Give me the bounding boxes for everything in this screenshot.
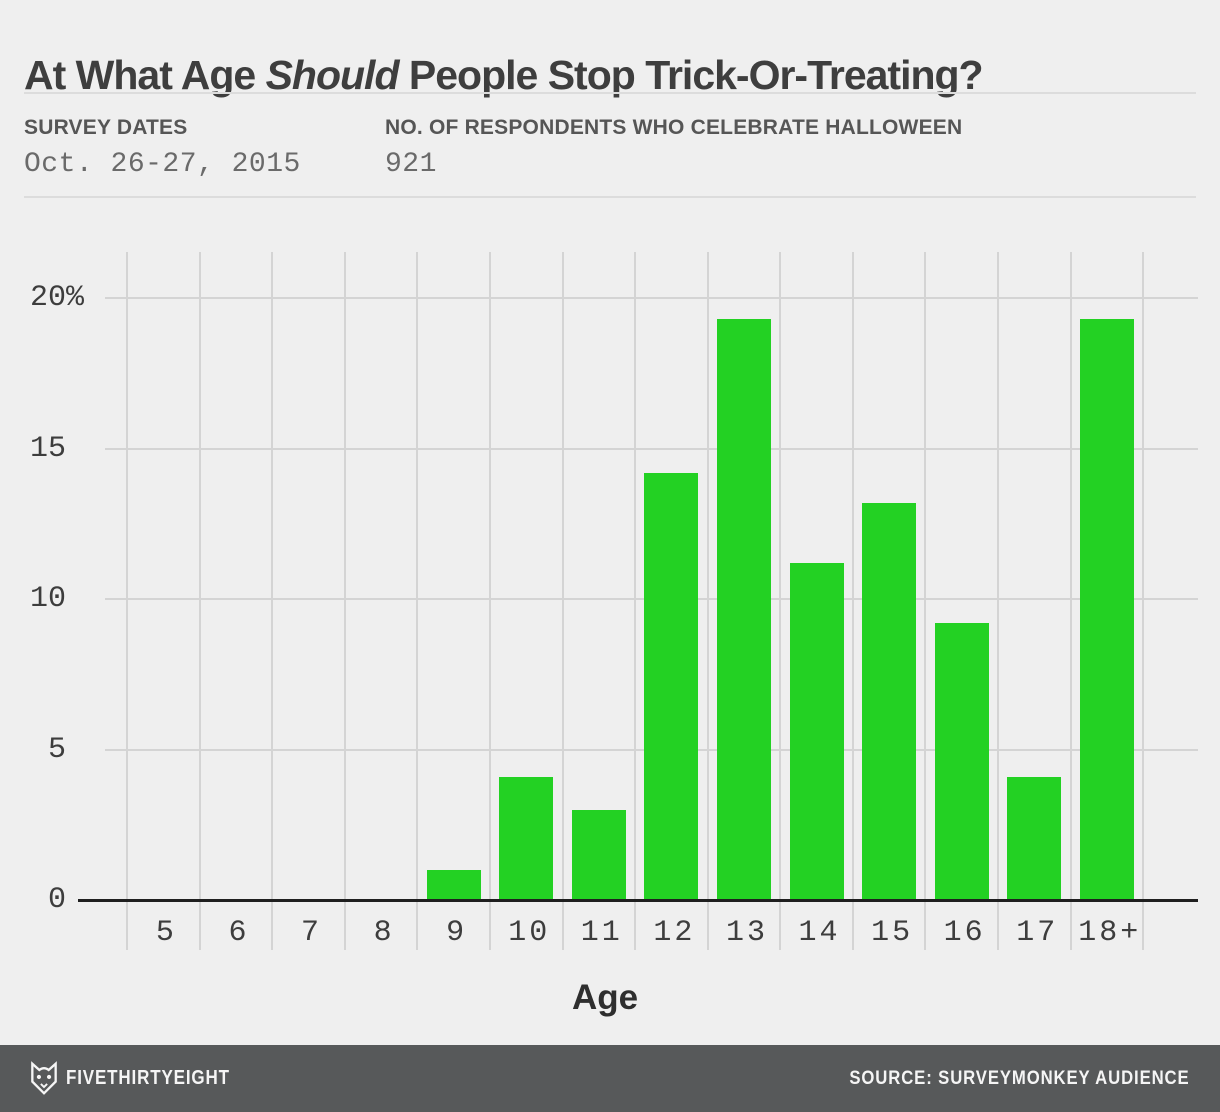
bar-age-17 bbox=[1007, 777, 1062, 900]
bar-age-12 bbox=[644, 473, 699, 900]
vertical-gridline bbox=[126, 252, 129, 950]
x-tick-label: 14 bbox=[798, 916, 841, 950]
y-tick-percent-suffix: % bbox=[66, 281, 85, 316]
vertical-gridline bbox=[851, 252, 854, 950]
x-axis-title: Age bbox=[571, 978, 639, 1017]
fivethirtyeight-fox-logo-icon bbox=[31, 1061, 57, 1095]
y-tick-label: 5 bbox=[0, 733, 66, 767]
x-tick-label: 7 bbox=[301, 916, 323, 950]
y-tick-number: 15 bbox=[29, 431, 66, 466]
y-tick-label: 0 bbox=[0, 883, 66, 917]
footer-source: SOURCE: SURVEYMONKEY AUDIENCE bbox=[849, 1068, 1190, 1089]
y-tick-number: 20 bbox=[29, 281, 66, 316]
y-tick-number: 5 bbox=[47, 732, 66, 767]
vertical-gridline bbox=[634, 252, 637, 950]
x-tick-label: 9 bbox=[446, 916, 468, 950]
vertical-gridline bbox=[924, 252, 927, 950]
vertical-gridline bbox=[996, 252, 999, 950]
bar-age-15 bbox=[862, 503, 917, 900]
y-tick-number: 10 bbox=[29, 582, 66, 617]
x-tick-label: 16 bbox=[943, 916, 986, 950]
footer-brand: FIVETHIRTYEIGHT bbox=[66, 1067, 230, 1089]
x-tick-label: 13 bbox=[725, 916, 768, 950]
respondents-value: 921 bbox=[385, 149, 437, 180]
x-tick-label: 17 bbox=[1016, 916, 1059, 950]
y-tick-label: 20% bbox=[0, 281, 84, 316]
x-tick-label: 18+ bbox=[1078, 916, 1142, 950]
x-tick-label: 15 bbox=[871, 916, 914, 950]
bar-age-11 bbox=[571, 810, 626, 900]
vertical-gridline bbox=[416, 252, 419, 950]
page-title-emphasis: Should bbox=[265, 52, 400, 99]
bar-age-18+ bbox=[1079, 319, 1134, 900]
vertical-gridline bbox=[271, 252, 274, 950]
bar-age-16 bbox=[934, 623, 989, 900]
x-tick-label: 11 bbox=[580, 916, 623, 950]
page-title-prefix: At What Age bbox=[24, 52, 266, 99]
footer-bar: FIVETHIRTYEIGHT SOURCE: SURVEYMONKEY AUD… bbox=[0, 1045, 1220, 1112]
horizontal-gridline bbox=[105, 447, 1198, 450]
header-divider-bottom bbox=[24, 196, 1196, 198]
vertical-gridline bbox=[706, 252, 709, 950]
x-tick-label: 8 bbox=[373, 916, 395, 950]
vertical-gridline bbox=[488, 252, 491, 950]
bar-age-9 bbox=[426, 870, 481, 900]
page-title: At What Age Should People Stop Trick-Or-… bbox=[24, 53, 1204, 97]
bar-age-13 bbox=[716, 319, 771, 900]
survey-dates-label: SURVEY DATES bbox=[24, 116, 188, 139]
respondents-label: NO. OF RESPONDENTS WHO CELEBRATE HALLOWE… bbox=[385, 116, 963, 139]
vertical-gridline bbox=[779, 252, 782, 950]
vertical-gridline bbox=[198, 252, 201, 950]
y-tick-number: 0 bbox=[47, 883, 66, 917]
x-axis-baseline bbox=[78, 899, 1198, 902]
page-title-suffix: People Stop Trick-Or-Treating? bbox=[398, 52, 984, 99]
horizontal-gridline bbox=[105, 297, 1198, 300]
survey-dates-value: Oct. 26-27, 2015 bbox=[24, 149, 301, 180]
bar-age-10 bbox=[499, 777, 554, 900]
x-tick-label: 10 bbox=[508, 916, 551, 950]
x-tick-label: 5 bbox=[155, 916, 177, 950]
bar-age-14 bbox=[789, 563, 844, 900]
header-divider-top bbox=[24, 92, 1196, 94]
vertical-gridline bbox=[343, 252, 346, 950]
vertical-gridline bbox=[561, 252, 564, 950]
y-tick-label: 15 bbox=[0, 432, 66, 466]
y-tick-label: 10 bbox=[0, 582, 66, 616]
vertical-gridline bbox=[1142, 252, 1145, 950]
vertical-gridline bbox=[1069, 252, 1072, 950]
x-tick-label: 12 bbox=[653, 916, 696, 950]
x-tick-label: 6 bbox=[228, 916, 250, 950]
